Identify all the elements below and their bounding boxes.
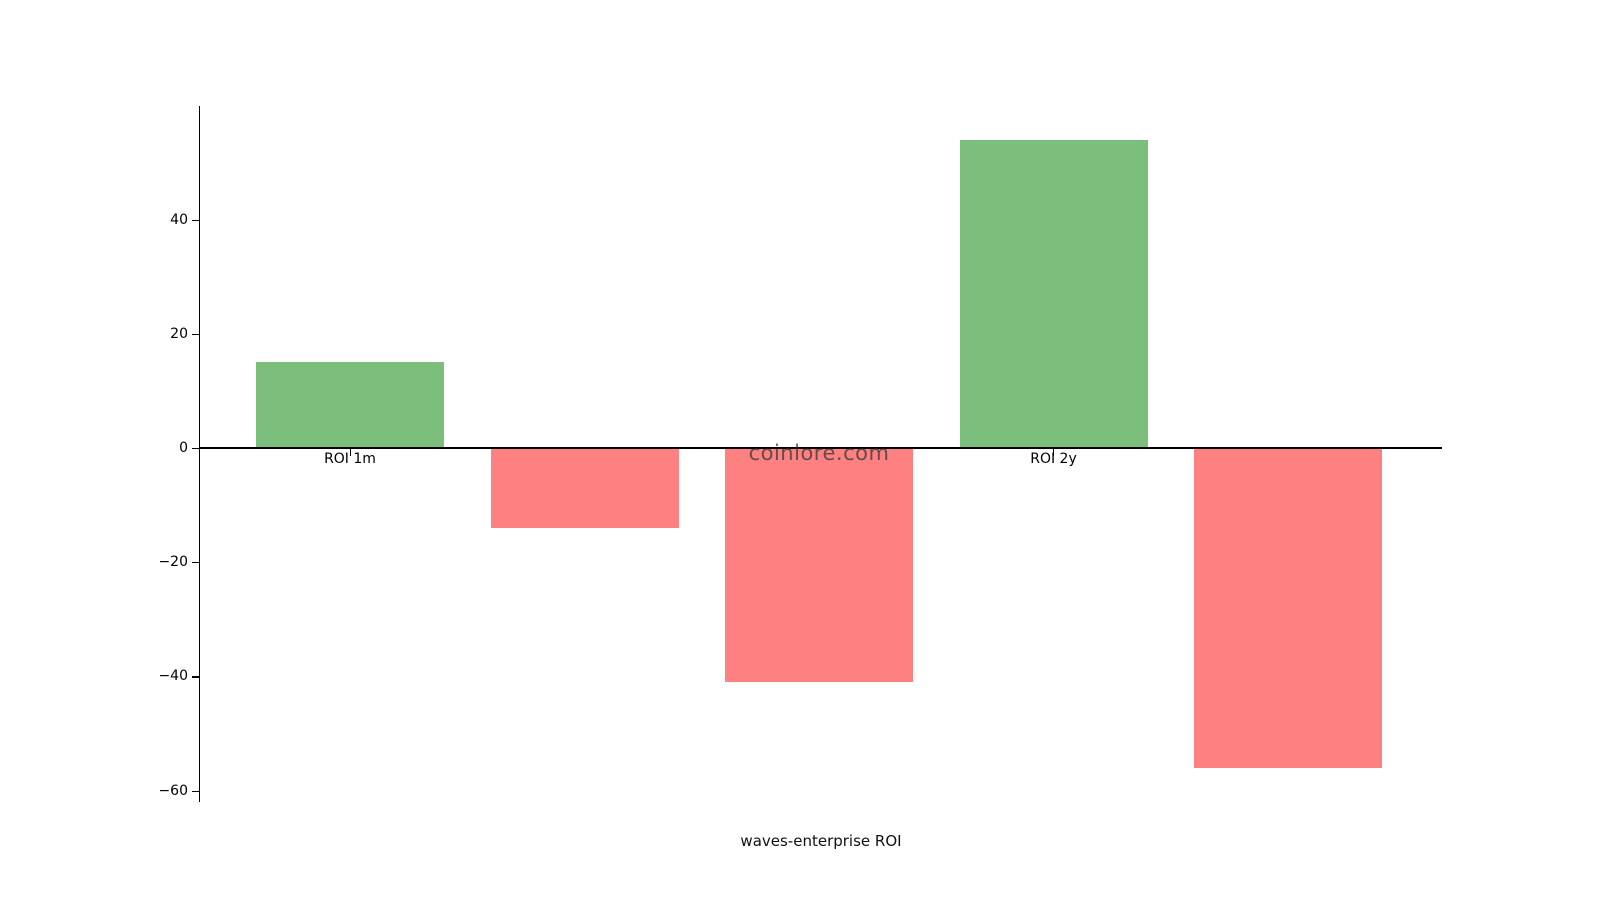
y-axis-spine [199,106,201,802]
roi-bar [725,448,913,683]
x-axis-tick-label: ROI 1m [324,451,376,467]
y-axis-tick [192,790,199,792]
y-axis-tick-label: −20 [158,554,188,571]
chart-title: waves-enterprise ROI [740,832,902,850]
y-axis-tick [192,562,199,564]
x-axis-tick [349,448,351,456]
y-axis-tick [192,676,199,678]
x-axis-tick-label: ROI 2y [1030,451,1077,467]
roi-bar [490,448,679,528]
y-axis-tick-label: 20 [170,325,188,342]
roi-bar [1194,448,1382,768]
roi-bar [256,362,444,448]
x-axis-tick [1053,448,1055,456]
y-axis-tick-label: −60 [158,782,188,799]
y-axis-tick [192,219,199,221]
roi-bar [959,139,1148,448]
x-axis-zero-line [199,447,1442,449]
watermark-text: coinlore.com [748,441,890,465]
y-axis-tick-label: −40 [158,668,188,685]
y-axis-tick-label: 40 [170,211,188,228]
y-axis-tick [192,448,199,450]
y-axis-tick [192,333,199,335]
y-axis-tick-label: 0 [179,440,188,456]
